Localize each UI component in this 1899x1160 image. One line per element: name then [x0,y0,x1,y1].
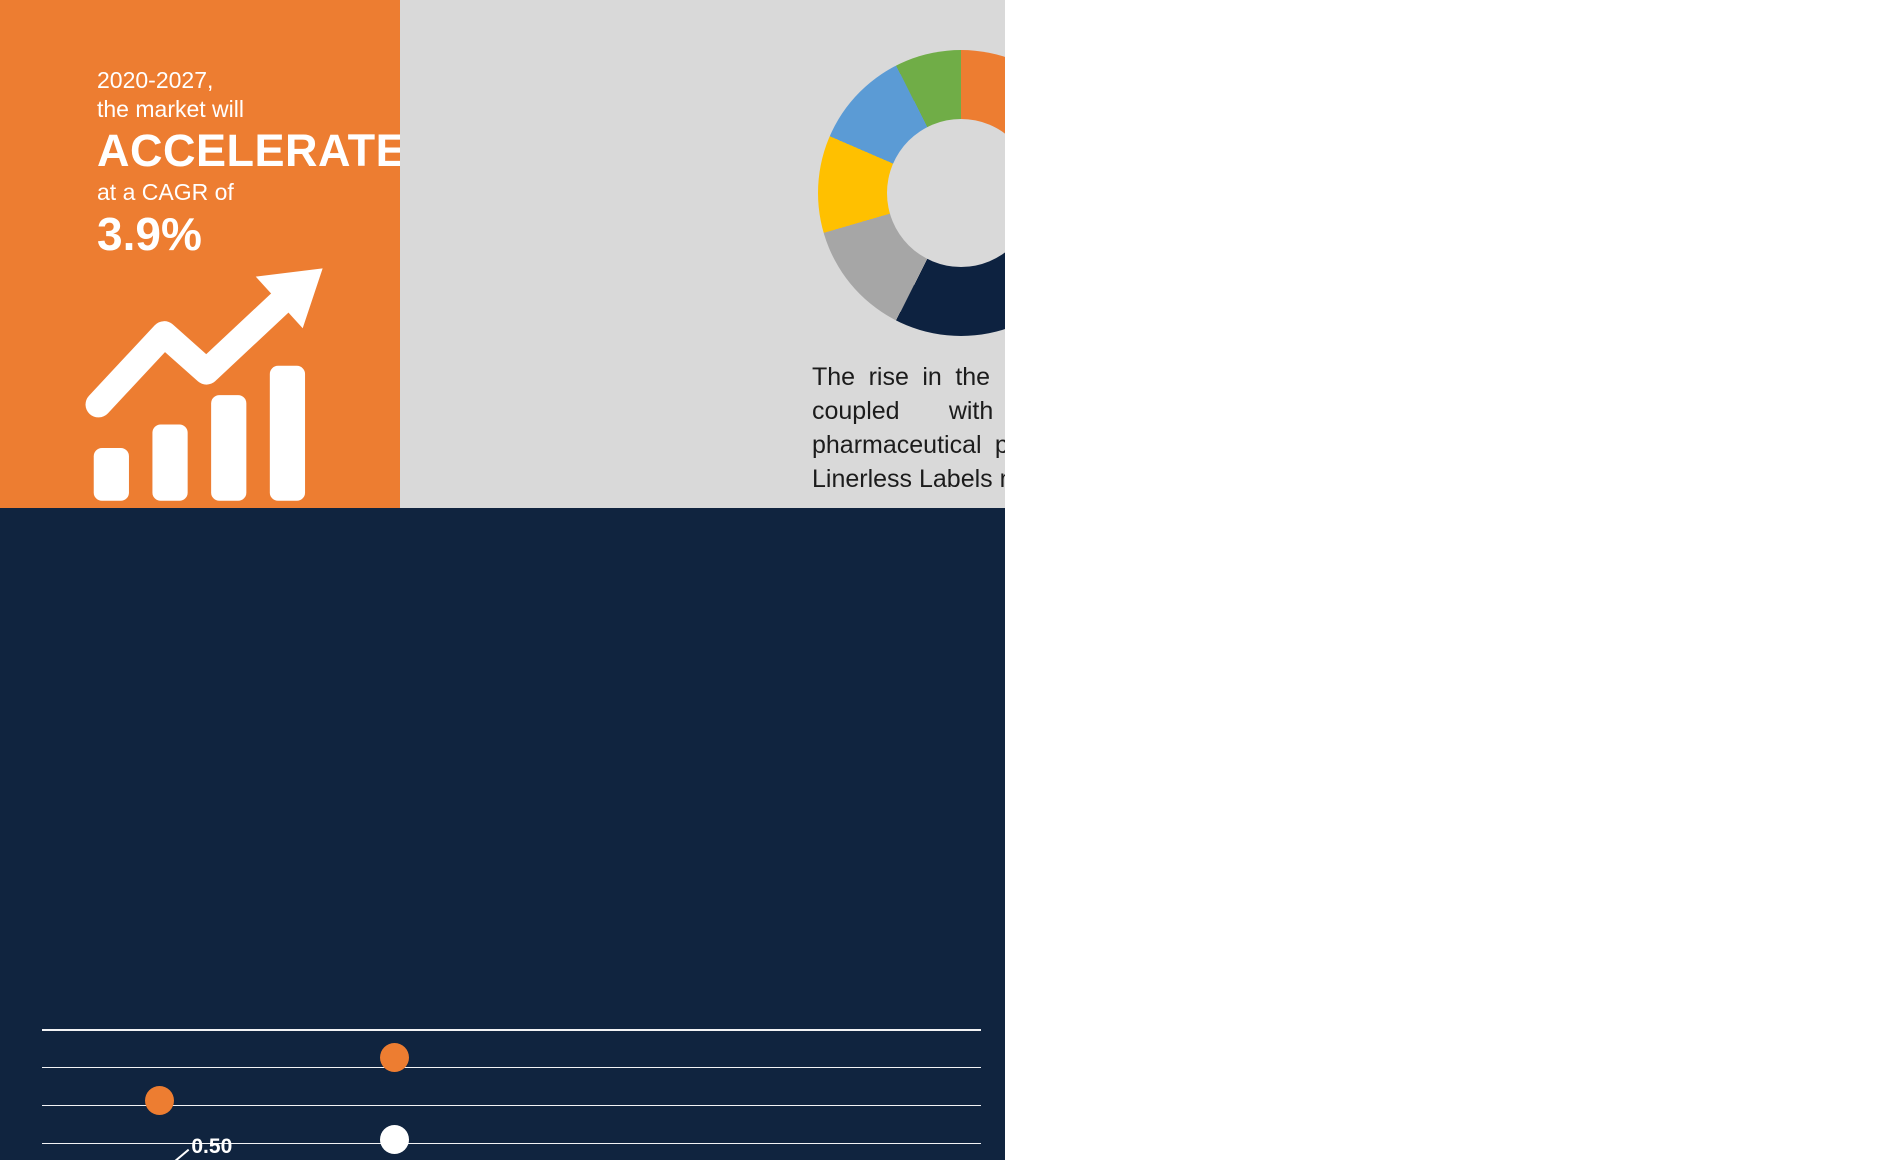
dot-plot-panel: 0.50 RemovablePermanentRepositionableOth… [0,508,1005,1160]
annotation-leader-line [167,1148,190,1160]
cagr-line-atacagrof: at a CAGR of [97,179,234,205]
cagr-text-block: 2020-2027, the market will ACCELERATE at… [97,66,406,261]
cagr-line-accelerate: ACCELERATE [97,125,407,176]
growth-arrow-icon [85,268,323,501]
dot-2027-permanent [379,1042,409,1072]
dot-plot-area: 0.50 [42,1029,981,1160]
grid-line [42,1029,981,1031]
cagr-line-years: 2020-2027, [97,67,214,93]
dot-2027-removable [144,1086,174,1116]
grid-line [42,1104,981,1107]
dot-2019-permanent [379,1125,409,1155]
cagr-value: 3.9% [97,208,202,260]
donut-panel: 37.5% of the total Linerless Labels Mark… [400,0,1394,508]
cagr-line-marketwill: the market will [97,96,244,122]
regional-panel: Dollars (In Billion) 1.00 201920232027 N… [1005,0,1899,1160]
dot-annotation: 0.50 [191,1135,233,1158]
cagr-panel: 2020-2027, the market will ACCELERATE at… [0,0,406,508]
grid-line [42,1142,981,1144]
grid-line [42,1066,981,1069]
